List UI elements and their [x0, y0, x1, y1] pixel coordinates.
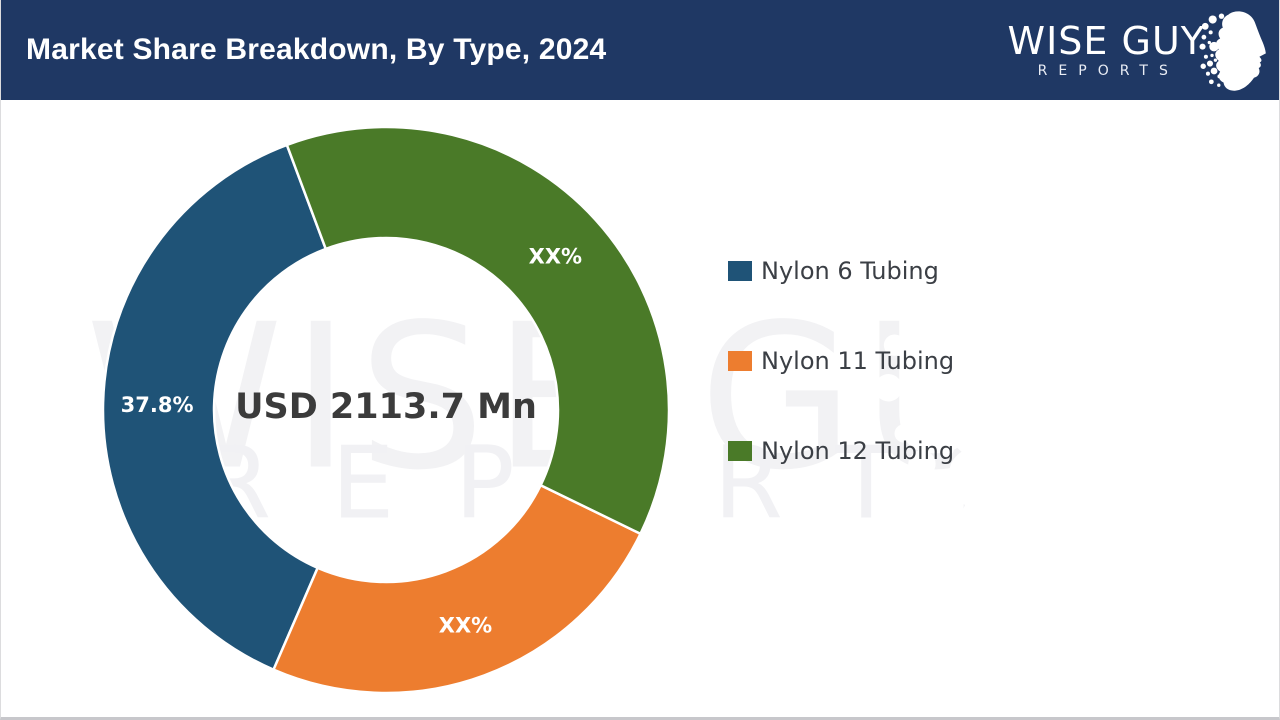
donut-segment-nylon-11-tubing [272, 483, 642, 695]
legend-label-nylon-6: Nylon 6 Tubing [761, 257, 939, 285]
chart-legend: Nylon 6 Tubing Nylon 11 Tubing Nylon 12 … [728, 257, 955, 528]
header-bar: Market Share Breakdown, By Type, 2024 WI… [1, 0, 1279, 100]
legend-swatch-nylon-11 [728, 351, 752, 371]
brand-logo: WISE GUY REPORTS [1008, 6, 1267, 94]
legend-swatch-nylon-12 [728, 441, 752, 461]
legend-item-nylon-11: Nylon 11 Tubing [728, 347, 955, 375]
segment-value-label: XX% [529, 244, 582, 268]
brand-wordmark: WISE GUY REPORTS [1008, 22, 1205, 79]
legend-label-nylon-11: Nylon 11 Tubing [761, 347, 955, 375]
chart-center-value: USD 2113.7 Mn [235, 387, 537, 427]
brand-name: WISE GUY [1007, 18, 1205, 63]
donut-segment-nylon-6-tubing [101, 143, 328, 671]
segment-value-label: 37.8% [121, 393, 194, 417]
legend-label-nylon-12: Nylon 12 Tubing [761, 437, 955, 465]
legend-item-nylon-12: Nylon 12 Tubing [728, 437, 955, 465]
brand-subtitle: REPORTS [1037, 62, 1179, 79]
donut-segment-nylon-12-tubing [285, 125, 671, 536]
legend-item-nylon-6: Nylon 6 Tubing [728, 257, 954, 285]
segment-value-label: XX% [439, 613, 492, 637]
page-title: Market Share Breakdown, By Type, 2024 [26, 33, 607, 66]
legend-swatch-nylon-6 [728, 261, 752, 281]
